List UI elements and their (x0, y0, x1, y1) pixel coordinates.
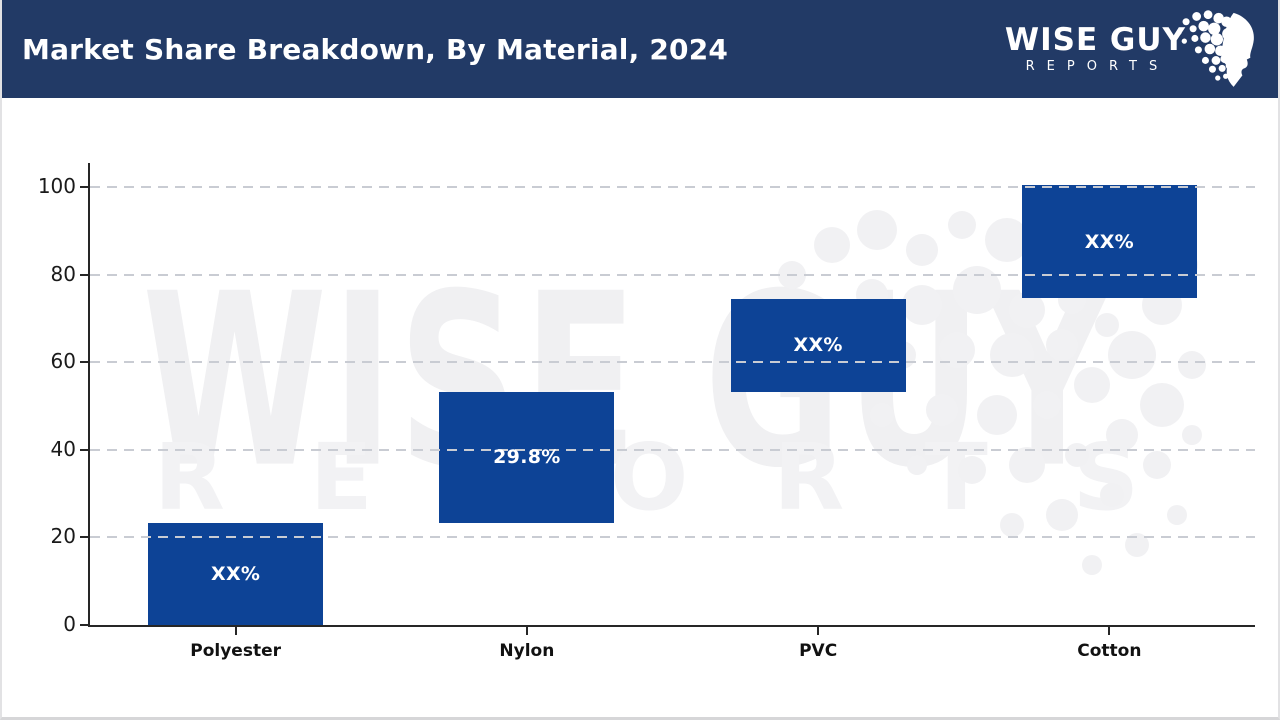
header: Market Share Breakdown, By Material, 202… (2, 0, 1278, 98)
y-tick-label: 100 (37, 174, 76, 199)
chart-title: Market Share Breakdown, By Material, 202… (22, 32, 729, 66)
x-tick-label-cotton: Cotton (1077, 641, 1142, 661)
gridline-40 (90, 448, 1255, 451)
brand-logo-text: WISE GUY REPORTS (1005, 24, 1186, 74)
x-tick-mark (234, 627, 237, 635)
y-tick-label: 40 (50, 436, 76, 461)
bar-cotton (1021, 184, 1197, 299)
watermark-brand-name: WISE GUY (142, 242, 1113, 521)
y-tick-mark (80, 448, 88, 451)
watermark-head-dots (778, 210, 1206, 575)
bars-layer (90, 163, 1255, 625)
y-tick-mark (80, 361, 88, 364)
y-axis-line (88, 163, 90, 627)
brand-logo: WISE GUY REPORTS (1005, 7, 1260, 91)
x-axis-line (88, 625, 1255, 627)
y-tick-label: 80 (50, 261, 76, 286)
y-tick-mark (80, 536, 88, 539)
ticks-layer: 0 20 40 60 80 100 Polyester Nylon PVC Cotton (38, 163, 1255, 661)
y-tick-label: 0 (63, 612, 76, 636)
bar-value-label: XX% (1084, 230, 1134, 253)
y-tick-mark (80, 186, 88, 189)
gridline-100 (90, 186, 1255, 189)
y-tick-mark (80, 624, 88, 626)
x-tick-mark (817, 627, 820, 635)
y-tick-label: 60 (50, 349, 76, 374)
brand-subtitle: REPORTS (1025, 58, 1170, 74)
bar-value-label: XX% (793, 334, 843, 357)
gridline-20 (90, 536, 1255, 539)
x-tick-label-pvc: PVC (799, 641, 838, 661)
x-tick-label-nylon: Nylon (499, 641, 555, 661)
bar-nylon (439, 392, 615, 523)
x-tick-mark (525, 627, 528, 635)
bar-value-label: 29.8% (493, 446, 561, 469)
x-tick-mark (1108, 627, 1111, 635)
brand-name: WISE GUY (1004, 22, 1186, 59)
y-tick-label: 20 (50, 524, 76, 549)
gridline-60 (90, 361, 1255, 364)
gridline-80 (90, 273, 1255, 276)
bar-pvc (730, 298, 906, 392)
bar-value-label: XX% (211, 562, 261, 585)
x-tick-label-polyester: Polyester (190, 641, 281, 661)
bar-labels-layer: XX% 29.8% XX% XX% (90, 163, 1255, 625)
gridlines-layer (90, 163, 1255, 625)
y-tick-mark (80, 273, 88, 276)
bar-polyester (148, 522, 324, 625)
brand-head-icon (1176, 10, 1254, 87)
plot-area: XX% 29.8% XX% XX% 0 20 40 60 80 100 Polyester Nylo… (38, 163, 1255, 661)
